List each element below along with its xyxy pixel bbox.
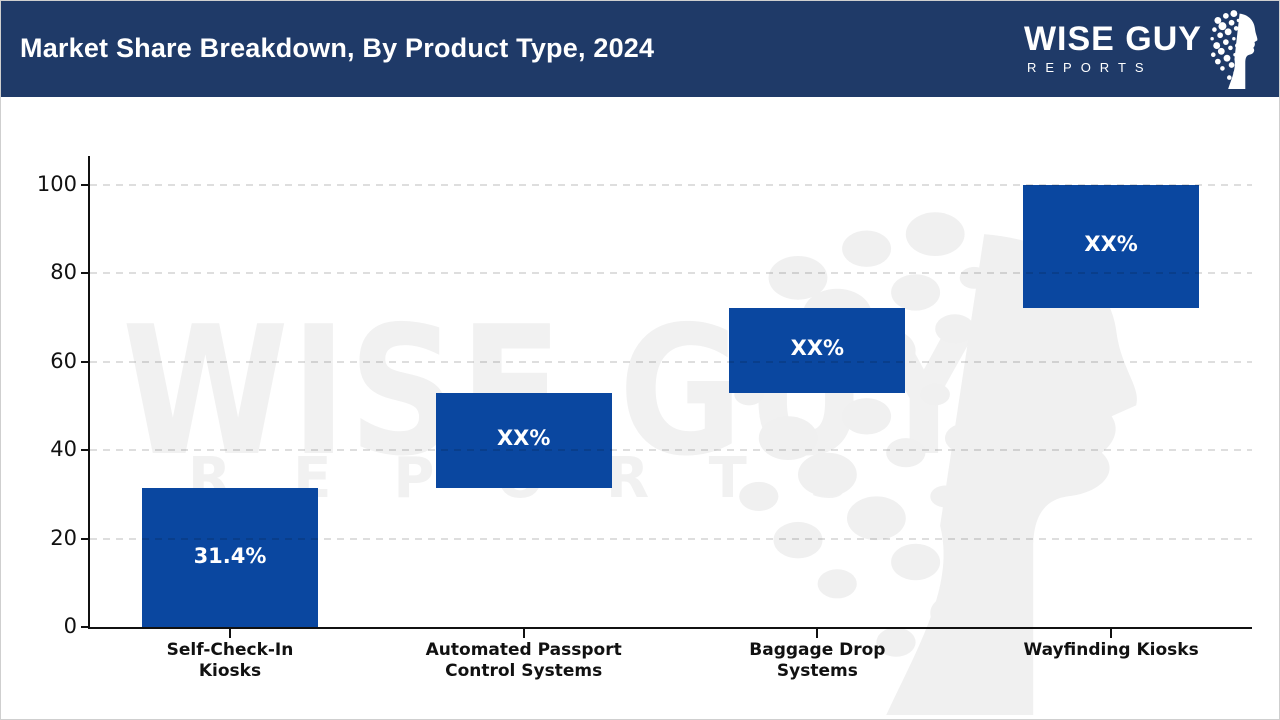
header: Market Share Breakdown, By Product Type,… xyxy=(0,0,1280,97)
x-tick-label: Wayfinding Kiosks xyxy=(1023,640,1199,660)
y-tick-label: 60 xyxy=(50,348,77,373)
bar xyxy=(729,307,906,393)
y-tick-label: 20 xyxy=(50,525,77,550)
x-axis-tick xyxy=(1110,629,1113,638)
bar-value-label: XX% xyxy=(1084,232,1138,257)
logo-head-icon xyxy=(1210,9,1258,89)
y-axis-tick xyxy=(81,272,90,275)
y-tick-label: 80 xyxy=(50,260,77,285)
page-title: Market Share Breakdown, By Product Type,… xyxy=(20,33,655,63)
grid-line xyxy=(90,537,1252,540)
y-axis-tick xyxy=(81,184,90,186)
y-axis-tick xyxy=(81,537,90,540)
bar xyxy=(142,488,318,627)
bar-value-label: XX% xyxy=(496,426,551,451)
grid-line xyxy=(90,449,1252,452)
x-tick-label: Baggage Drop Systems xyxy=(749,640,886,681)
bar-value-label: 31.4% xyxy=(193,543,267,568)
logo-subtitle: REPORTS xyxy=(1026,60,1153,75)
x-axis-tick xyxy=(229,629,231,638)
grid-line xyxy=(90,272,1252,275)
x-axis-tick xyxy=(522,629,525,638)
grid-line xyxy=(90,184,1252,186)
x-tick-label: Automated Passport Control Systems xyxy=(425,640,622,681)
x-axis-tick xyxy=(816,629,819,638)
y-tick-label: 40 xyxy=(50,437,77,462)
y-axis-tick xyxy=(81,626,90,628)
x-tick-label: Self-Check-In Kiosks xyxy=(166,640,294,681)
wiseguy-logo: WISE GUY REPORTS xyxy=(1024,9,1280,89)
y-tick-label: 100 xyxy=(36,172,77,196)
bar xyxy=(435,392,612,489)
y-tick-label: 0 xyxy=(63,614,77,638)
y-axis-tick xyxy=(81,360,90,363)
grid-line xyxy=(90,360,1252,363)
y-axis-tick xyxy=(81,449,90,452)
bar-value-label: XX% xyxy=(790,336,845,361)
bar xyxy=(1023,185,1200,308)
logo-wordmark: WISE GUY xyxy=(1023,20,1202,58)
logo-text: WISE GUY REPORTS xyxy=(1024,22,1202,75)
x-axis xyxy=(88,627,1252,629)
y-axis xyxy=(88,156,90,629)
